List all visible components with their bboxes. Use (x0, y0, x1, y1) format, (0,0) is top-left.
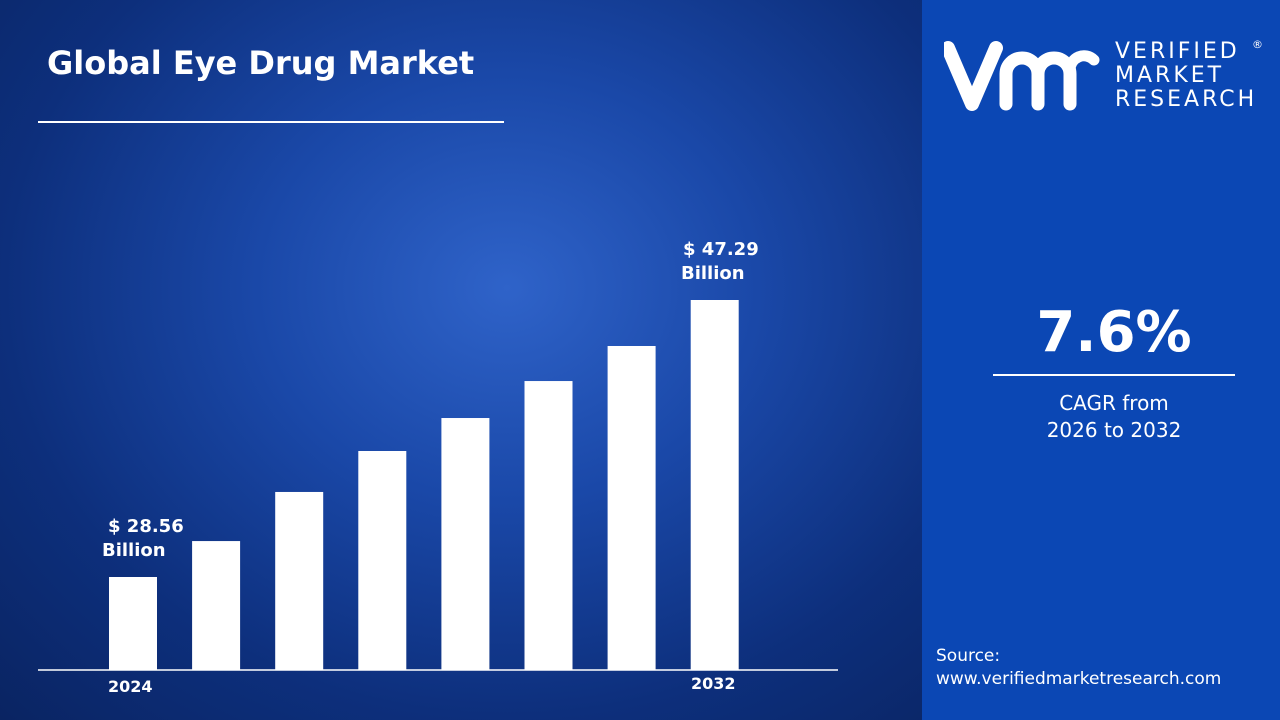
bar-4 (358, 450, 407, 670)
last-bar-label: $ 47.29 Billion (681, 238, 759, 286)
logo-line3: RESEARCH (1115, 87, 1258, 112)
source-url[interactable]: www.verifiedmarketresearch.com (936, 669, 1222, 689)
x-tick-last: 2032 (691, 674, 736, 693)
logo-text: VERIFIED MARKET RESEARCH (1115, 40, 1257, 112)
cagr-value: 7.6% (1036, 300, 1192, 365)
bar-3 (275, 491, 324, 670)
cagr-divider (993, 374, 1235, 376)
first-bar-label: $ 28.56 Billion (102, 515, 184, 563)
last-value-label: $ 47.29 (683, 239, 759, 260)
source: Source: www.verifiedmarketresearch.com (936, 645, 1221, 691)
cagr-description: CAGR from 2026 to 2032 (993, 390, 1235, 444)
last-unit-label: Billion (681, 263, 745, 284)
cagr-line1: CAGR from (1059, 391, 1169, 415)
bar-8 (690, 300, 739, 670)
bar-7 (607, 345, 656, 670)
bar-6 (524, 381, 573, 670)
x-tick-first: 2024 (108, 677, 153, 696)
vmr-logo-icon (944, 41, 1100, 111)
first-value-label: $ 28.56 (108, 516, 184, 537)
chart-title: Global Eye Drug Market (47, 44, 475, 82)
logo-line2: MARKET (1115, 63, 1225, 88)
info-panel (922, 0, 1280, 720)
bar-1 (109, 577, 157, 670)
title-divider (38, 121, 504, 123)
first-unit-label: Billion (102, 540, 166, 561)
registered-mark: ® (1252, 38, 1263, 51)
bar-5 (441, 418, 490, 670)
bar-2 (192, 541, 241, 670)
source-label: Source: (936, 646, 1001, 666)
logo-line1: VERIFIED (1115, 39, 1240, 64)
bar-chart (0, 0, 922, 720)
cagr-line2: 2026 to 2032 (1046, 418, 1182, 442)
